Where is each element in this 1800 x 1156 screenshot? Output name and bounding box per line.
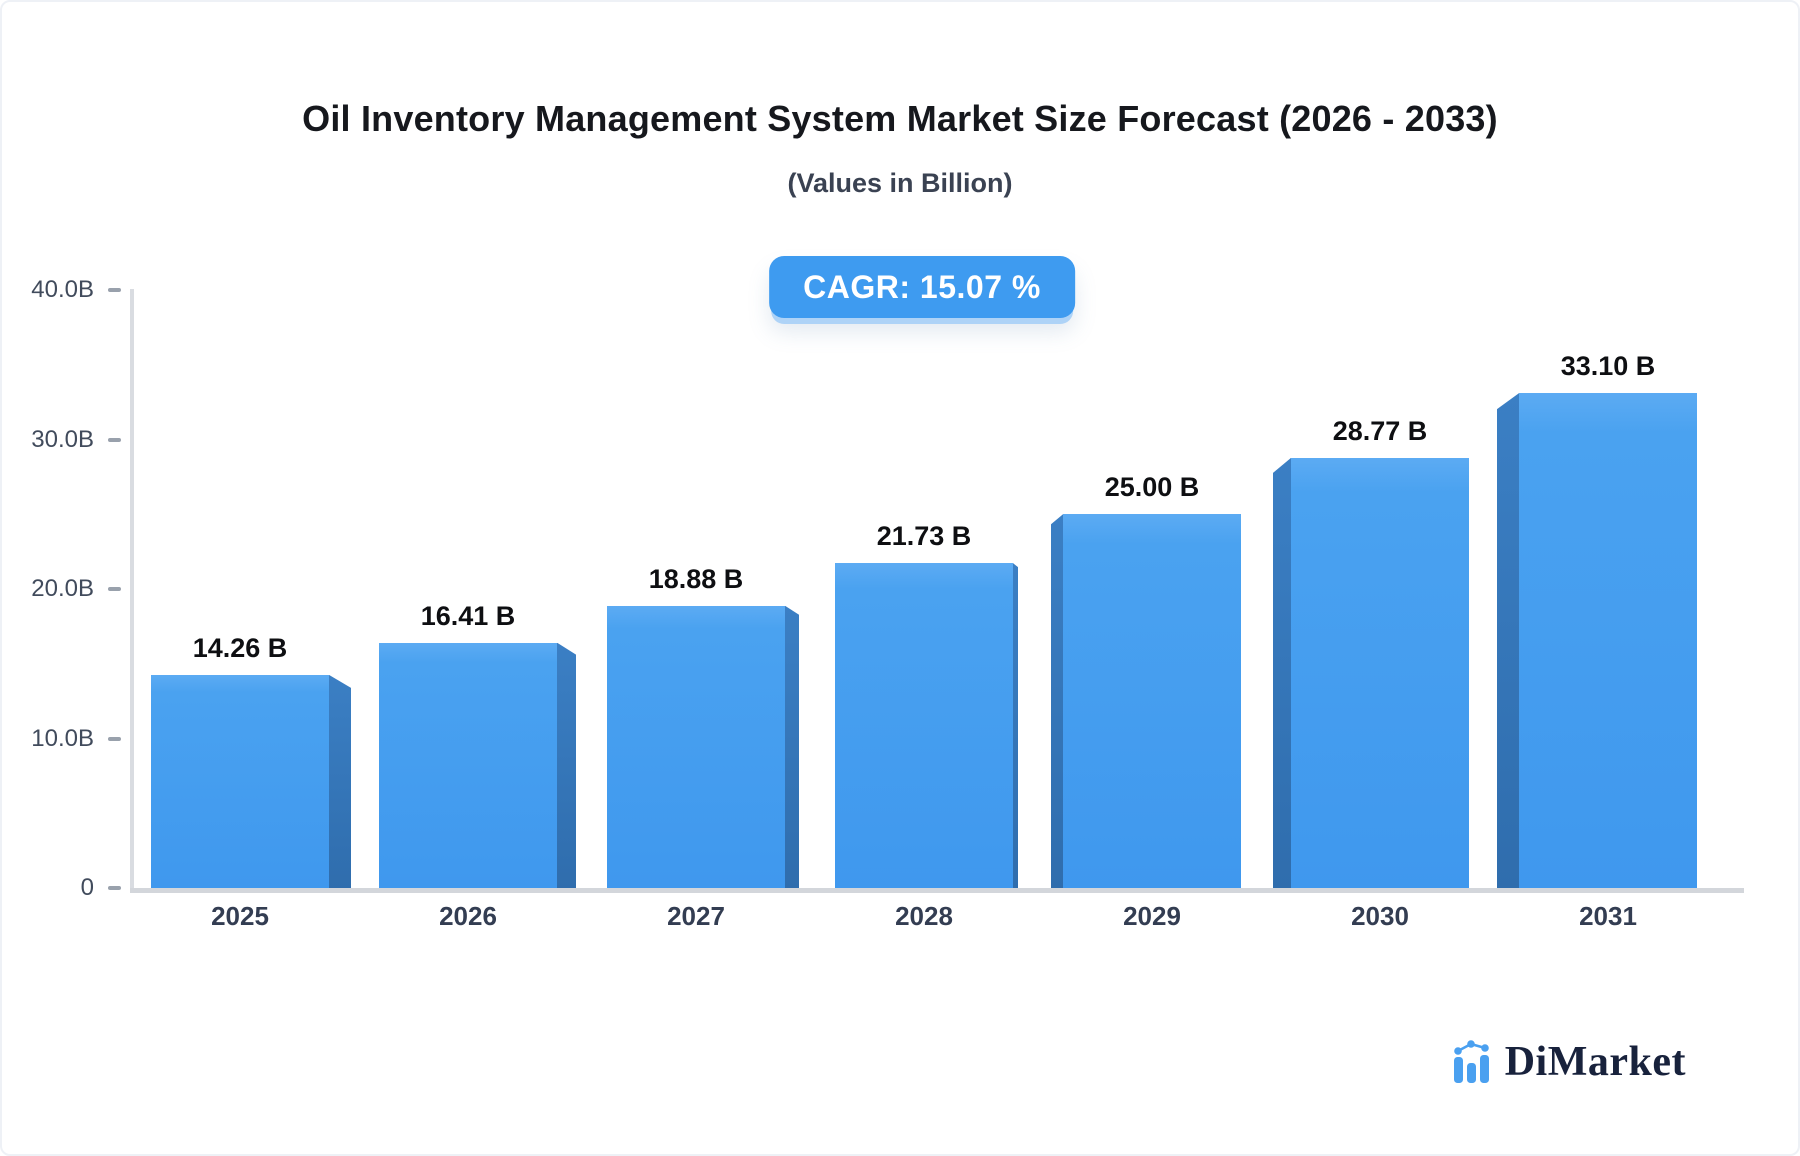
bar-line-chart-icon xyxy=(1453,1040,1489,1083)
bar-value-label-2028: 21.73 B xyxy=(876,521,972,552)
y-tick-mark xyxy=(108,587,121,591)
logo-text: DiMarket xyxy=(1504,1039,1686,1085)
y-tick-mark xyxy=(108,736,121,741)
x-axis-label-2027: 2027 xyxy=(667,901,725,931)
bar-3d-side-2027 xyxy=(785,605,799,890)
x-axis-label-2029: 2029 xyxy=(1123,901,1181,931)
bar-value-label-2025: 14.26 B xyxy=(192,632,288,663)
bar-value-label-2029: 25.00 B xyxy=(1104,472,1200,503)
y-tick-label: 10.0B xyxy=(31,724,94,752)
bar-2026 xyxy=(379,642,557,890)
y-axis-line xyxy=(130,289,134,890)
chart-subtitle: (Values in Billion) xyxy=(787,168,1013,198)
y-tick-mark xyxy=(108,886,121,890)
chart-title: Oil Inventory Management System Market S… xyxy=(302,98,1498,139)
x-axis-label-2030: 2030 xyxy=(1351,901,1409,931)
y-tick-label: 20.0B xyxy=(31,575,94,602)
y-tick-label: 40.0B xyxy=(31,276,94,303)
bar-2029 xyxy=(1063,514,1241,890)
cagr-badge: CAGR: 15.07 % xyxy=(769,256,1075,318)
bar-value-label-2027: 18.88 B xyxy=(648,563,744,594)
bar-value-label-2030: 28.77 B xyxy=(1332,415,1428,446)
bar-2028 xyxy=(835,563,1013,890)
bar-3d-side-2029 xyxy=(1051,514,1063,890)
x-axis-label-2026: 2026 xyxy=(439,901,497,931)
bar-2025 xyxy=(151,674,329,890)
y-tick-label: 30.0B xyxy=(31,425,94,453)
dimarket-logo: DiMarket xyxy=(1453,1040,1686,1084)
bar-3d-side-2026 xyxy=(557,642,576,890)
bar-value-label-2031: 33.10 B xyxy=(1560,351,1656,382)
bar-2031 xyxy=(1519,393,1697,890)
bar-3d-side-2030 xyxy=(1273,457,1291,890)
x-axis-line xyxy=(130,888,1744,893)
x-axis-label-2028: 2028 xyxy=(895,901,953,931)
y-tick-mark xyxy=(108,288,121,292)
bar-3d-side-2025 xyxy=(329,674,351,890)
y-tick-mark xyxy=(108,437,121,442)
x-axis-label-2025: 2025 xyxy=(211,901,269,931)
bar-2027 xyxy=(607,605,785,890)
y-tick-label: 0 xyxy=(80,874,94,901)
bar-2030 xyxy=(1291,457,1469,890)
bar-3d-side-2028 xyxy=(1013,563,1018,890)
bar-value-label-2026: 16.41 B xyxy=(420,600,516,631)
bar-3d-side-2031 xyxy=(1497,393,1519,890)
x-axis-label-2031: 2031 xyxy=(1579,901,1637,931)
